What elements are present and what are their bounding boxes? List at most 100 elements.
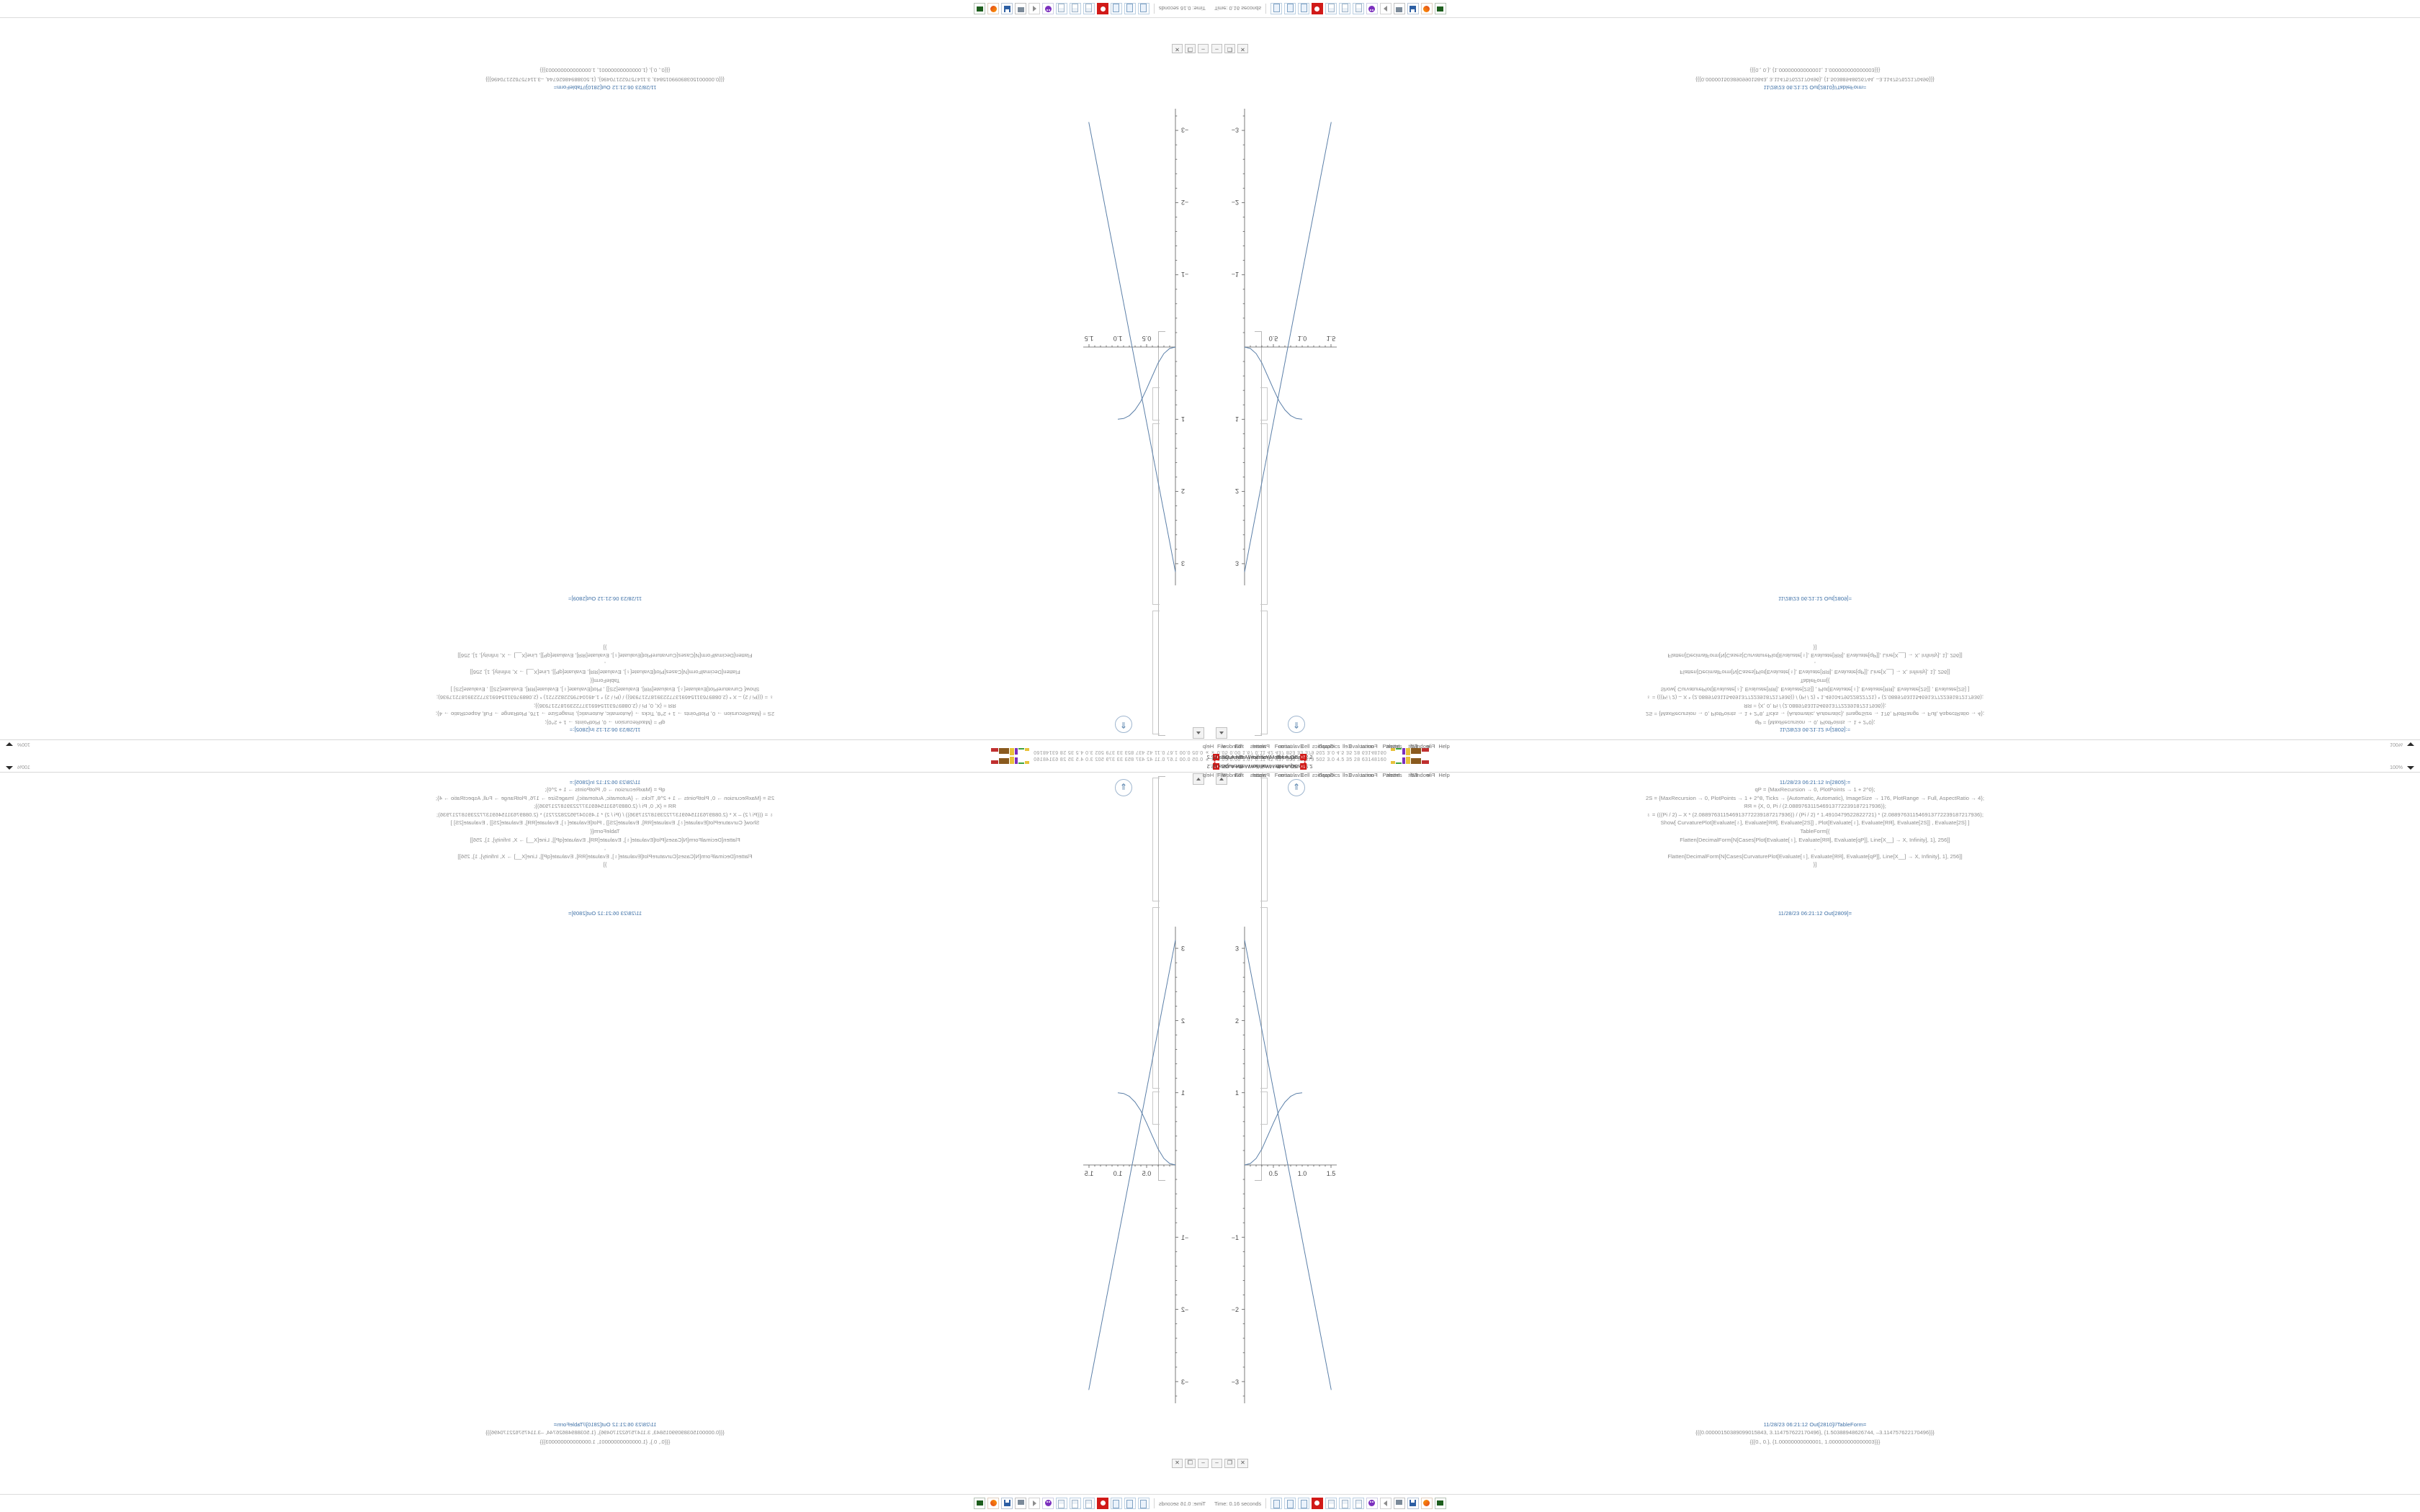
menu-item-help[interactable]: Help <box>1438 772 1450 778</box>
taskbar[interactable]: Time: 0.16 seconds <box>1210 1494 2420 1512</box>
notebook-window[interactable]: ⇑ 11/28/23 06:21:12 In[2805]:= qP = {Max… <box>6 773 1204 1477</box>
output-cell-2809[interactable]: 11/28/23 06:21:12 Out[2809]= 0.5 1.0 1.5 −3… <box>6 910 1204 1413</box>
gimp-icon[interactable] <box>1366 1498 1379 1509</box>
taskbar-icon-group[interactable] <box>973 1498 1150 1509</box>
mathematica-icon[interactable] <box>1096 1498 1108 1509</box>
taskbar[interactable]: Time: 0.16 seconds <box>1210 0 2420 18</box>
menubar-top[interactable]: File Edit Insert Format Cell Graphics Evaluati… <box>1217 743 1450 750</box>
calculator-icon[interactable] <box>1298 1498 1310 1509</box>
cell-bracket-input[interactable] <box>1260 778 1268 901</box>
menu-item-graphics[interactable]: Graphics <box>1312 772 1335 778</box>
menu-item-palettes[interactable]: Palettes <box>1382 772 1402 778</box>
menubar-bottom[interactable]: File Edit Insert Format Cell Graphics Evaluati… <box>1217 772 1450 778</box>
document-icon[interactable] <box>1325 1498 1337 1509</box>
monitor-icon[interactable] <box>1394 3 1406 14</box>
floppy-save-icon[interactable] <box>1000 3 1013 14</box>
document-icon[interactable] <box>1339 1498 1351 1509</box>
menu-item-cell[interactable]: Cell <box>1343 772 1353 778</box>
input-cell-2805[interactable]: 11/28/23 06:21:12 In[2805]:= qP = {MaxRe… <box>6 643 1204 733</box>
menu-item-edit[interactable]: Edit <box>1234 772 1245 778</box>
menu-item-format[interactable]: Format <box>1274 772 1292 778</box>
output-cell-2809[interactable]: 11/28/23 06:21:12 Out[2809]= 0.5 1.0 1.5 −3… <box>1216 910 2414 1413</box>
menu-item-format[interactable]: Format <box>1361 772 1378 778</box>
taskbar-icon-group[interactable] <box>1270 3 1447 14</box>
menu-item-window[interactable]: Window <box>1410 772 1430 778</box>
menu-item-help[interactable]: Help <box>1438 743 1450 750</box>
notebook-window[interactable]: ⇑ 11/28/23 06:21:12 In[2805]:= qP = {Max… <box>6 35 1204 739</box>
document-icon[interactable] <box>1353 3 1365 14</box>
menu-item-cell[interactable]: Cell <box>1300 743 1310 750</box>
output-cell-2810[interactable]: 11/28/23 06:21:12 Out[2810]//TableForm= … <box>1216 1421 2414 1446</box>
window-titlebar-flipped-mirrored[interactable]: BQ.A.NB - Wolfram Mathematica 12.2 <box>1207 763 1307 770</box>
notebook-window[interactable]: ⇑ 11/28/23 06:21:12 In[2805]:= qP = {Max… <box>1216 773 2414 1477</box>
floppy-save-icon[interactable] <box>1407 1498 1420 1509</box>
menu-item-graphics[interactable]: Graphics <box>1318 772 1340 778</box>
menu-item-format[interactable]: Format <box>1361 743 1378 750</box>
gimp-icon[interactable] <box>1041 3 1054 14</box>
menu-item-help[interactable]: Help <box>1203 743 1214 750</box>
gimp-icon[interactable] <box>1041 1498 1054 1509</box>
menu-item-file[interactable]: File <box>1217 772 1227 778</box>
menu-item-cell[interactable]: Cell <box>1343 743 1353 750</box>
output-cell-2810[interactable]: 11/28/23 06:21:12 Out[2810]//TableForm= … <box>6 66 1204 91</box>
document-icon[interactable] <box>1083 1498 1095 1509</box>
terminal-icon[interactable] <box>973 1498 985 1509</box>
firefox-icon[interactable] <box>1421 3 1433 14</box>
input-cell-2805[interactable]: 11/28/23 06:21:12 In[2805]:= qP = {MaxRe… <box>6 779 1204 869</box>
calculator-icon[interactable] <box>1298 3 1310 14</box>
menu-item-file[interactable]: File <box>1426 743 1435 750</box>
taskbar[interactable]: Time: 0.16 seconds <box>0 1494 1210 1512</box>
chevron-down-icon[interactable] <box>2407 766 2414 770</box>
output-cell-2810[interactable]: 11/28/23 06:21:12 Out[2810]//TableForm= … <box>1216 66 2414 91</box>
mathematica-plot[interactable]: 0.5 1.0 1.5 −3 −2 −1 1 2 3 <box>6 917 1204 1413</box>
firefox-icon[interactable] <box>987 3 999 14</box>
mathematica-plot[interactable]: 0.5 1.0 1.5 −3 −2 −1 1 2 3 <box>6 99 1204 595</box>
terminal-icon[interactable] <box>1435 3 1447 14</box>
calculator-icon[interactable] <box>1270 1498 1283 1509</box>
cell-bracket-output-table[interactable] <box>1260 1092 1268 1125</box>
menubar-top-mirrored[interactable]: File Edit Insert Format Cell Graphics Evaluati… <box>1203 743 1435 750</box>
window-titlebar-mirrored[interactable]: BQ.A.NB - Wolfram Mathematica 12.2 <box>1207 754 1307 760</box>
calculator-icon[interactable] <box>1124 1498 1136 1509</box>
expand-chevron-icon[interactable]: » <box>1211 757 1214 762</box>
menu-item-file[interactable]: File <box>1217 743 1227 750</box>
mathematica-plot[interactable]: 0.5 1.0 1.5 −3 −2 −1 1 2 3 <box>1216 917 2414 1413</box>
calculator-icon[interactable] <box>1137 1498 1150 1509</box>
calculator-icon[interactable] <box>1137 3 1150 14</box>
menu-item-insert[interactable]: Insert <box>1252 772 1266 778</box>
mathematica-plot[interactable]: 0.5 1.0 1.5 −3 −2 −1 1 2 3 <box>1216 99 2414 595</box>
output-cell-2810[interactable]: 11/28/23 06:21:12 Out[2810]//TableForm= … <box>6 1421 1204 1446</box>
cell-bracket-output-plot[interactable] <box>1260 907 1268 1089</box>
mathematica-icon[interactable] <box>1312 3 1324 14</box>
menu-item-palettes[interactable]: Palettes <box>1250 772 1270 778</box>
menu-item-window[interactable]: Window <box>1222 743 1242 750</box>
menu-item-palettes[interactable]: Palettes <box>1250 743 1270 750</box>
monitor-icon[interactable] <box>1014 3 1026 14</box>
menu-item-file[interactable]: File <box>1426 772 1435 778</box>
calculator-icon[interactable] <box>1284 1498 1296 1509</box>
menu-item-evaluation[interactable]: Evaluation <box>1348 743 1374 750</box>
document-icon[interactable] <box>1339 3 1351 14</box>
menu-item-window[interactable]: Window <box>1222 772 1242 778</box>
scroll-up-button[interactable] <box>1216 773 1227 785</box>
input-cell-2805[interactable]: 11/28/23 06:21:12 In[2805]:= qP = {MaxRe… <box>1216 779 2414 869</box>
document-icon[interactable] <box>1069 1498 1081 1509</box>
menu-item-palettes[interactable]: Palettes <box>1382 743 1402 750</box>
output-cell-2809[interactable]: 11/28/23 06:21:12 Out[2809]= 0.5 1.0 1.5 −3… <box>1216 99 2414 602</box>
document-icon[interactable] <box>1325 3 1337 14</box>
output-cell-2809[interactable]: 11/28/23 06:21:12 Out[2809]= 0.5 1.0 1.5 −3… <box>6 99 1204 602</box>
monitor-icon[interactable] <box>1014 1498 1026 1509</box>
firefox-icon[interactable] <box>1421 1498 1433 1509</box>
speaker-icon[interactable] <box>1380 1498 1392 1509</box>
firefox-icon[interactable] <box>987 1498 999 1509</box>
taskbar[interactable]: Time: 0.16 seconds <box>0 0 1210 18</box>
cell-bracket-group[interactable] <box>1255 776 1262 1181</box>
menu-item-format[interactable]: Format <box>1274 743 1292 750</box>
window-titlebar[interactable]: BQ.A.NB - Wolfram Mathematica 12.2 <box>1213 754 1313 760</box>
menu-item-help[interactable]: Help <box>1203 772 1214 778</box>
taskbar-icon-group[interactable] <box>1270 1498 1447 1509</box>
calculator-icon[interactable] <box>1270 3 1283 14</box>
document-icon[interactable] <box>1055 1498 1067 1509</box>
menu-item-graphics[interactable]: Graphics <box>1318 743 1340 750</box>
speaker-icon[interactable] <box>1028 1498 1040 1509</box>
